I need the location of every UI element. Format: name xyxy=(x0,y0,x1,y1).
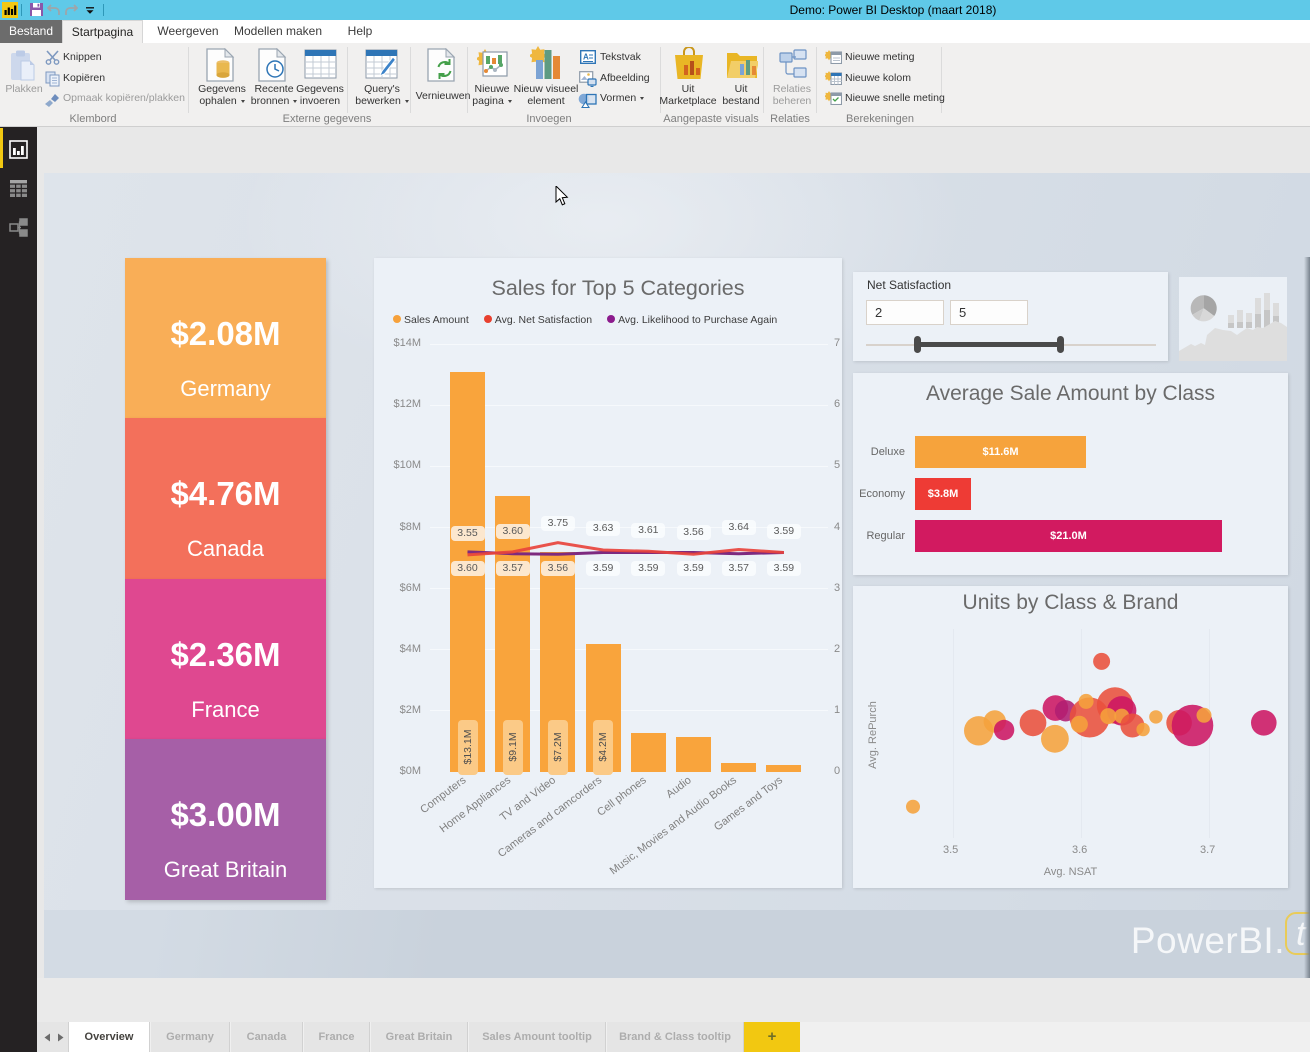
svg-text:A: A xyxy=(583,53,589,62)
